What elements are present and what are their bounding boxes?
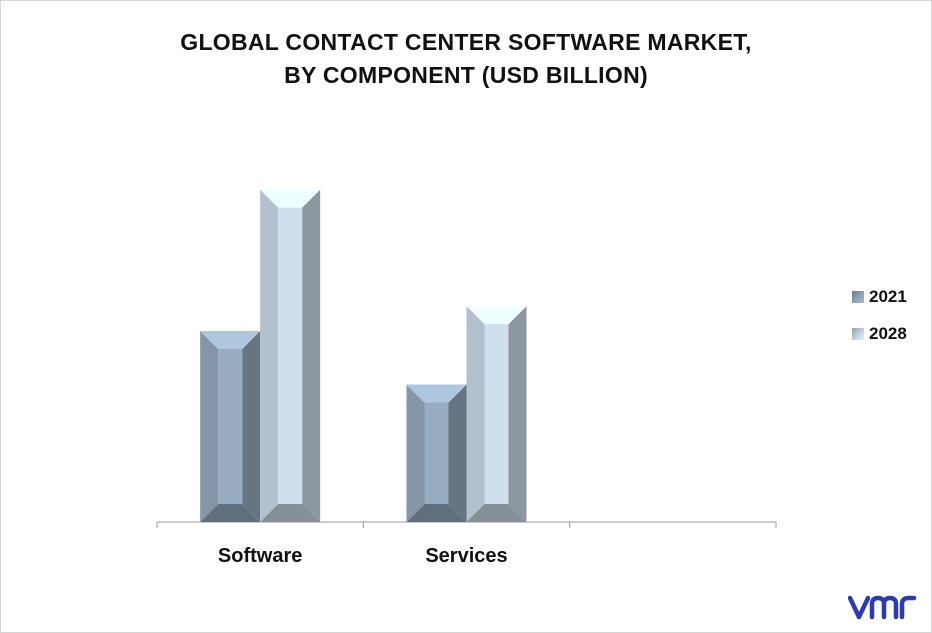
bar-face-front [484, 324, 509, 504]
bar-face-left [406, 384, 425, 522]
chart-legend: 2021 2028 [852, 287, 907, 361]
chart-title-line-2: BY COMPONENT (USD BILLION) [284, 62, 648, 88]
bar-face-bottom [200, 504, 261, 522]
bar-software-2028 [260, 189, 321, 522]
bar-face-left [200, 331, 219, 522]
bar-services-2021 [406, 384, 467, 522]
bar-face-top [260, 189, 321, 208]
bar-face-bottom [260, 504, 321, 522]
legend-label-2028: 2028 [869, 324, 907, 343]
legend-swatch-2021 [852, 291, 864, 303]
category-label-software: Software [218, 545, 302, 567]
bar-face-front [424, 402, 449, 504]
bar-face-bottom [466, 504, 527, 522]
chart-title-line-1: GLOBAL CONTACT CENTER SOFTWARE MARKET, [180, 29, 752, 55]
bar-software-2021 [200, 331, 261, 522]
category-label-services: Services [425, 545, 507, 567]
legend-item-2021: 2021 [852, 287, 907, 307]
bar-face-top [406, 384, 467, 403]
bar-face-right [302, 189, 321, 522]
bar-face-top [466, 306, 527, 325]
bar-face-top [200, 331, 261, 349]
chart-title: GLOBAL CONTACT CENTER SOFTWARE MARKET, B… [0, 26, 932, 92]
vmr-logo-icon [848, 595, 917, 620]
bar-face-right [242, 331, 261, 522]
bar-face-front [278, 207, 303, 504]
legend-label-2021: 2021 [869, 287, 907, 306]
legend-swatch-2028 [852, 328, 864, 340]
bar-services-2028 [466, 306, 527, 522]
bar-face-left [466, 306, 485, 522]
legend-item-2028: 2028 [852, 324, 907, 344]
bar-face-right [448, 384, 467, 522]
bar-face-bottom [406, 504, 467, 522]
bar-face-left [260, 189, 279, 522]
bar-face-right [508, 306, 527, 522]
bar-face-front [218, 349, 243, 504]
